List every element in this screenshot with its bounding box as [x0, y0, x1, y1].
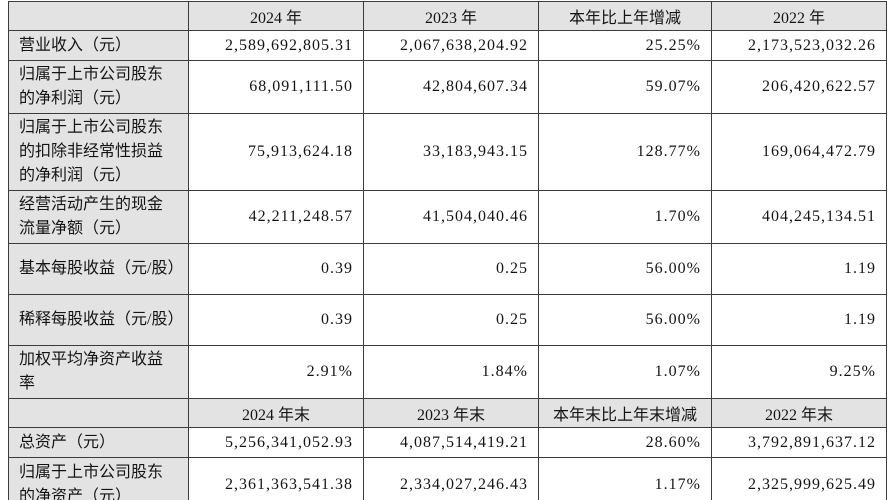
- column-header-yoy-change: 本年比上年增减: [538, 1, 712, 31]
- cell-value-2023: 42,804,607.34: [363, 60, 539, 114]
- cell-value-2024: 2,589,692,805.31: [188, 30, 364, 61]
- cell-value-change: 1.07%: [538, 345, 712, 399]
- cell-value-change: 1.17%: [538, 457, 712, 500]
- table-row-net-profit: 归属于上市公司股东的净利润（元） 68,091,111.50 42,804,60…: [8, 60, 887, 114]
- cell-value-2023: 1.84%: [363, 345, 539, 399]
- cell-value-2023: 2,334,027,246.43: [363, 457, 539, 500]
- table-row-net-assets: 归属于上市公司股东的净资产（元） 2,361,363,541.38 2,334,…: [8, 457, 887, 500]
- column-header-2022-end: 2022 年末: [711, 398, 887, 428]
- table-row-weighted-avg-roe: 加权平均净资产收益率 2.91% 1.84% 1.07% 9.25%: [8, 345, 887, 399]
- cell-value-2024: 0.39: [188, 294, 364, 346]
- financial-summary-table: 2024 年 2023 年 本年比上年增减 2022 年 营业收入（元） 2,5…: [8, 1, 887, 500]
- cell-value-2023: 41,504,040.46: [363, 190, 539, 244]
- cell-value-2024: 2.91%: [188, 345, 364, 399]
- table-row-basic-eps: 基本每股收益（元/股） 0.39 0.25 56.00% 1.19: [8, 243, 887, 295]
- column-header-yearend-change: 本年末比上年末增减: [538, 398, 712, 428]
- cell-value-2022: 1.19: [711, 294, 887, 346]
- cell-value-change: 56.00%: [538, 294, 712, 346]
- row-label: 归属于上市公司股东的净利润（元）: [8, 60, 189, 114]
- table-row-net-profit-deducted: 归属于上市公司股东的扣除非经常性损益的净利润（元） 75,913,624.18 …: [8, 113, 887, 191]
- cell-value-2023: 0.25: [363, 294, 539, 346]
- corner-cell: [8, 398, 189, 428]
- cell-value-2022: 206,420,622.57: [711, 60, 887, 114]
- table-row-revenue: 营业收入（元） 2,589,692,805.31 2,067,638,204.9…: [8, 30, 887, 61]
- column-header-2024: 2024 年: [188, 1, 364, 31]
- row-label: 归属于上市公司股东的净资产（元）: [8, 457, 189, 500]
- column-header-2023-end: 2023 年末: [363, 398, 539, 428]
- cell-value-2023: 2,067,638,204.92: [363, 30, 539, 61]
- row-label: 总资产（元）: [8, 427, 189, 458]
- cell-value-2022: 9.25%: [711, 345, 887, 399]
- row-label: 稀释每股收益（元/股）: [8, 294, 189, 346]
- cell-value-2023: 4,087,514,419.21: [363, 427, 539, 458]
- table-row-operating-cash-flow: 经营活动产生的现金流量净额（元） 42,211,248.57 41,504,04…: [8, 190, 887, 244]
- cell-value-2022: 2,325,999,625.49: [711, 457, 887, 500]
- row-label: 营业收入（元）: [8, 30, 189, 61]
- cell-value-2022: 404,245,134.51: [711, 190, 887, 244]
- corner-cell: [8, 1, 189, 31]
- cell-value-2024: 5,256,341,052.93: [188, 427, 364, 458]
- cell-value-2022: 3,792,891,637.12: [711, 427, 887, 458]
- cell-value-change: 128.77%: [538, 113, 712, 191]
- cell-value-2024: 2,361,363,541.38: [188, 457, 364, 500]
- column-header-2022: 2022 年: [711, 1, 887, 31]
- cell-value-change: 28.60%: [538, 427, 712, 458]
- period-end-header-row: 2024 年末 2023 年末 本年末比上年末增减 2022 年末: [8, 398, 887, 428]
- cell-value-2024: 42,211,248.57: [188, 190, 364, 244]
- cell-value-2024: 0.39: [188, 243, 364, 295]
- cell-value-2023: 0.25: [363, 243, 539, 295]
- column-header-2023: 2023 年: [363, 1, 539, 31]
- cell-value-2022: 2,173,523,032.26: [711, 30, 887, 61]
- row-label: 加权平均净资产收益率: [8, 345, 189, 399]
- table-row-total-assets: 总资产（元） 5,256,341,052.93 4,087,514,419.21…: [8, 427, 887, 458]
- cell-value-change: 56.00%: [538, 243, 712, 295]
- cell-value-2023: 33,183,943.15: [363, 113, 539, 191]
- cell-value-2024: 75,913,624.18: [188, 113, 364, 191]
- column-header-2024-end: 2024 年末: [188, 398, 364, 428]
- row-label: 经营活动产生的现金流量净额（元）: [8, 190, 189, 244]
- row-label: 归属于上市公司股东的扣除非经常性损益的净利润（元）: [8, 113, 189, 191]
- cell-value-2022: 169,064,472.79: [711, 113, 887, 191]
- cell-value-change: 59.07%: [538, 60, 712, 114]
- cell-value-2022: 1.19: [711, 243, 887, 295]
- cell-value-change: 1.70%: [538, 190, 712, 244]
- table-row-diluted-eps: 稀释每股收益（元/股） 0.39 0.25 56.00% 1.19: [8, 294, 887, 346]
- row-label: 基本每股收益（元/股）: [8, 243, 189, 295]
- cell-value-change: 25.25%: [538, 30, 712, 61]
- period-header-row: 2024 年 2023 年 本年比上年增减 2022 年: [8, 1, 887, 31]
- cell-value-2024: 68,091,111.50: [188, 60, 364, 114]
